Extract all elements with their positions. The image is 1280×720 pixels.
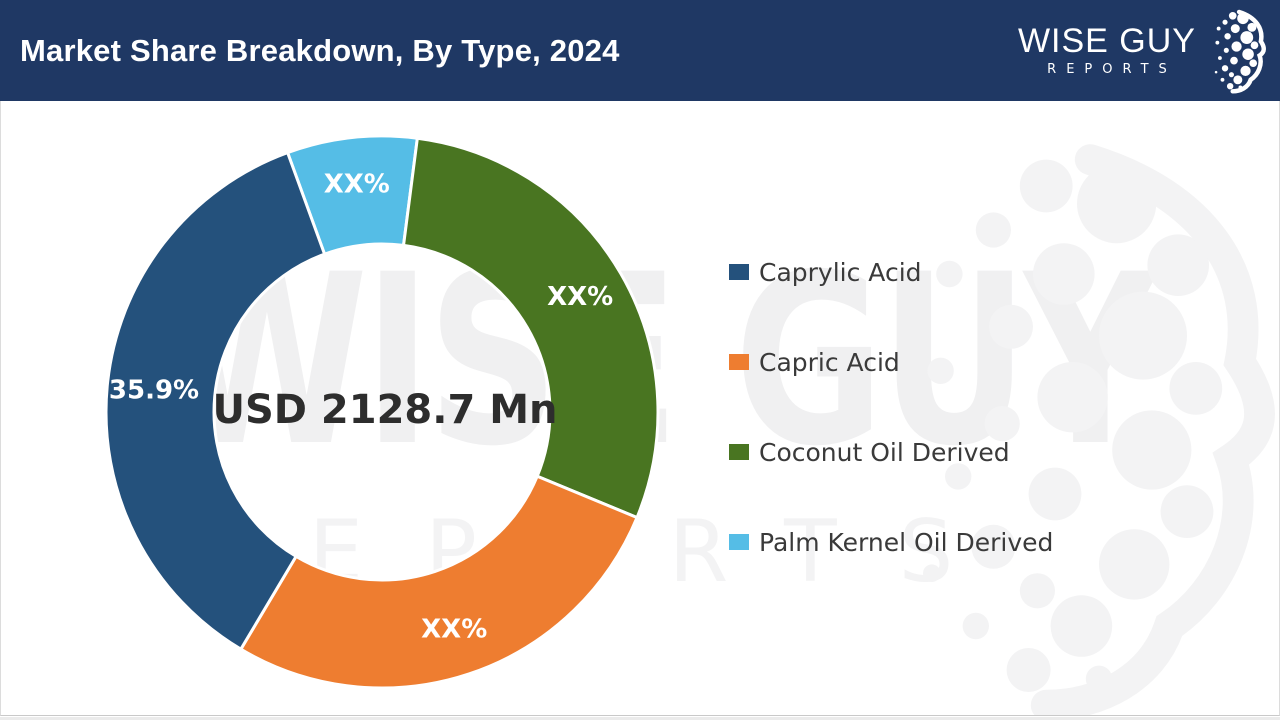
watermark-brand-text: WISE GUY — [166, 225, 1157, 498]
chart-center-value: USD 2128.7 Mn — [212, 387, 558, 433]
legend-item-palm-kernel-oil-derived: Palm Kernel Oil Derived — [729, 527, 1053, 557]
legend-item-caprylic-acid: Caprylic Acid — [729, 257, 1053, 287]
watermark-face-graphic — [923, 144, 1275, 715]
slice-percent-label: 35.9% — [109, 376, 199, 406]
logo-sub-text: REPORTS — [1047, 61, 1177, 77]
slice-percent-label: XX% — [547, 282, 613, 312]
legend-item-capric-acid: Capric Acid — [729, 347, 1053, 377]
donut-slice-caprylic-acid — [104, 151, 327, 651]
legend-swatch — [729, 354, 749, 370]
donut-chart: XX% XX% XX% 35.9% — [104, 134, 660, 690]
header-bar: Market Share Breakdown, By Type, 2024 WI… — [0, 0, 1280, 101]
donut-slice-coconut-oil-derived — [402, 136, 660, 520]
wise-guy-reports-logo: WISE GUY REPORTS — [1018, 7, 1266, 95]
legend-label: Coconut Oil Derived — [759, 437, 1010, 467]
legend-label: Caprylic Acid — [759, 257, 922, 287]
slice-percent-label: XX% — [421, 614, 487, 644]
chart-panel: WISE GUY REPORTS XX%XX%XX%35.9% USD 2128… — [0, 101, 1280, 716]
bottom-strip — [0, 717, 1280, 720]
logo-brand-text: WISE GUY — [1017, 22, 1196, 61]
slice-percent-label: XX% — [324, 169, 390, 199]
logo-wordmark: WISE GUY REPORTS — [1017, 22, 1196, 77]
legend-label: Palm Kernel Oil Derived — [759, 527, 1054, 557]
legend-swatch — [729, 444, 749, 460]
logo-face-icon — [1214, 9, 1266, 94]
legend-swatch — [729, 534, 749, 550]
donut-slice-capric-acid — [239, 474, 639, 690]
legend-swatch — [729, 264, 749, 280]
legend-item-coconut-oil-derived: Coconut Oil Derived — [729, 437, 1053, 467]
legend-label: Capric Acid — [759, 347, 900, 377]
page-title: Market Share Breakdown, By Type, 2024 — [20, 32, 620, 68]
chart-legend: Caprylic Acid Capric Acid Coconut Oil Deri… — [729, 257, 1053, 557]
